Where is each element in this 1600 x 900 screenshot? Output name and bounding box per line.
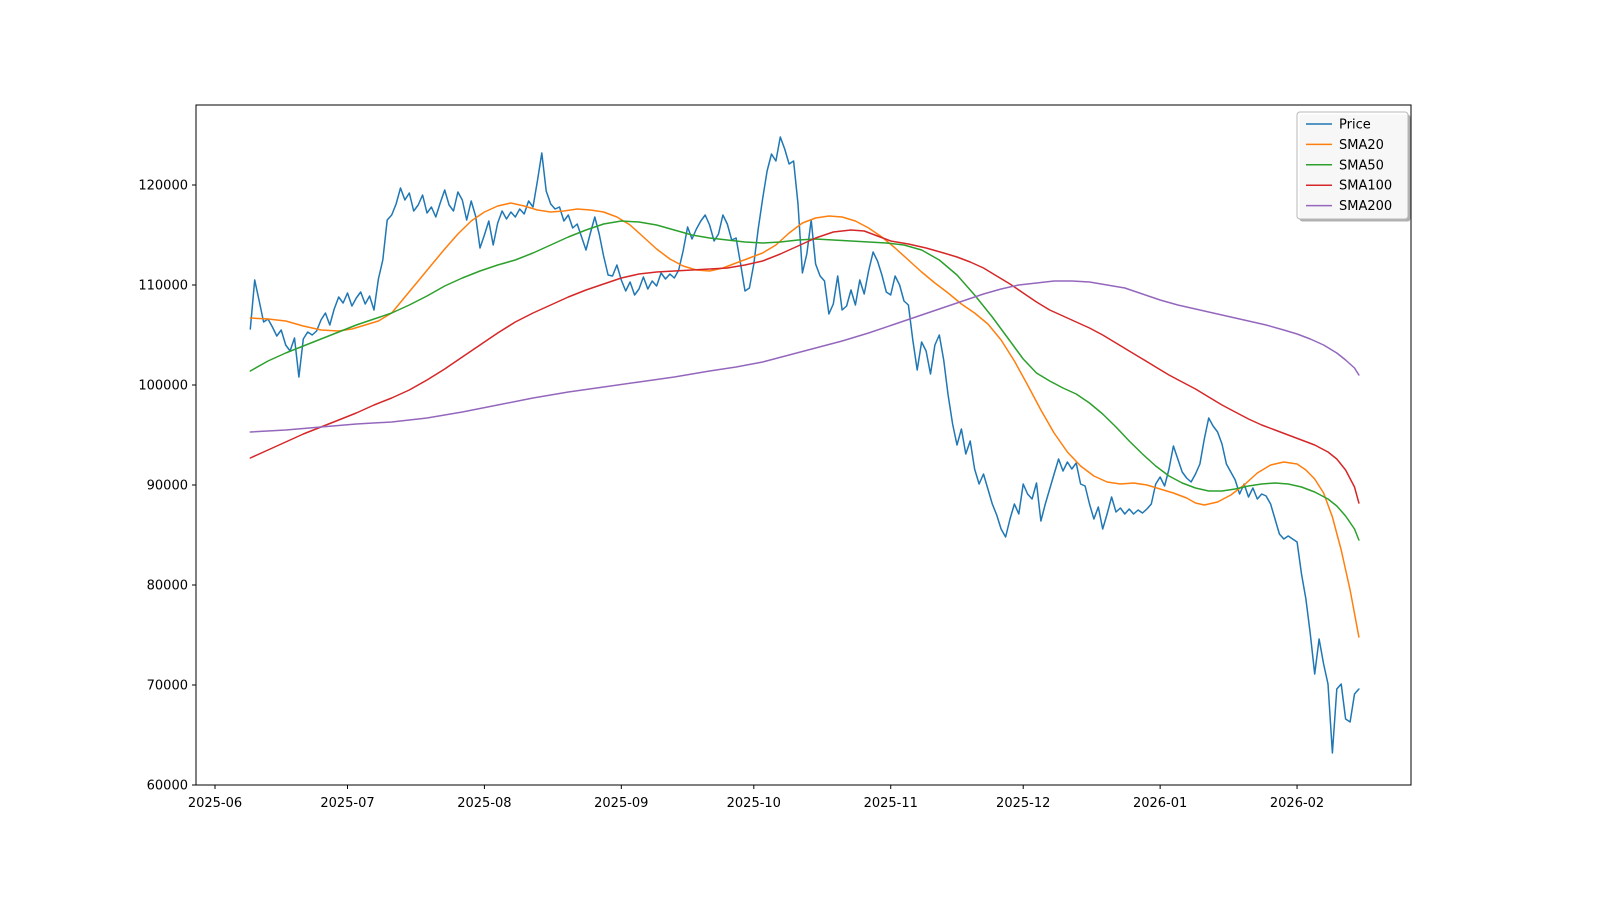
y-tick-label: 120000 <box>138 179 188 194</box>
x-tick-label: 2025-11 <box>864 796 918 811</box>
x-tick-label: 2025-10 <box>727 796 781 811</box>
series-sma100 <box>249 229 1360 504</box>
series-lines <box>249 136 1360 754</box>
series-sma50 <box>249 220 1360 541</box>
y-tick-label: 90000 <box>147 479 188 494</box>
legend-label-price: Price <box>1339 118 1371 133</box>
legend-label-sma100: SMA100 <box>1339 179 1392 194</box>
x-axis: 2025-06 2025-07 2025-08 2025-09 2025-10 2025-… <box>188 785 1324 811</box>
legend-label-sma200: SMA200 <box>1339 199 1392 214</box>
legend: Price SMA20 SMA50 SMA100 SMA200 <box>1296 111 1411 222</box>
series-sma200 <box>249 280 1360 433</box>
legend-box <box>1296 111 1409 220</box>
y-tick-label: 110000 <box>138 279 188 294</box>
y-tick-label: 60000 <box>147 779 188 794</box>
x-tick-label: 2025-12 <box>996 796 1050 811</box>
axes <box>195 104 1412 786</box>
x-tick-label: 2026-02 <box>1270 796 1324 811</box>
y-tick-label: 80000 <box>147 579 188 594</box>
y-tick-label: 70000 <box>147 679 188 694</box>
series-price <box>249 136 1360 754</box>
y-tick-label: 100000 <box>138 379 188 394</box>
series-sma20 <box>249 202 1360 638</box>
x-tick-label: 2025-09 <box>594 796 648 811</box>
y-axis: 60000 70000 80000 90000 100000 110000 120000 <box>138 179 196 794</box>
x-tick-label: 2026-01 <box>1133 796 1187 811</box>
legend-label-sma50: SMA50 <box>1339 158 1384 173</box>
x-tick-label: 2025-07 <box>320 796 374 811</box>
x-tick-label: 2025-06 <box>188 796 242 811</box>
legend-label-sma20: SMA20 <box>1339 138 1384 153</box>
plot-border <box>195 104 1412 786</box>
x-tick-label: 2025-08 <box>457 796 511 811</box>
